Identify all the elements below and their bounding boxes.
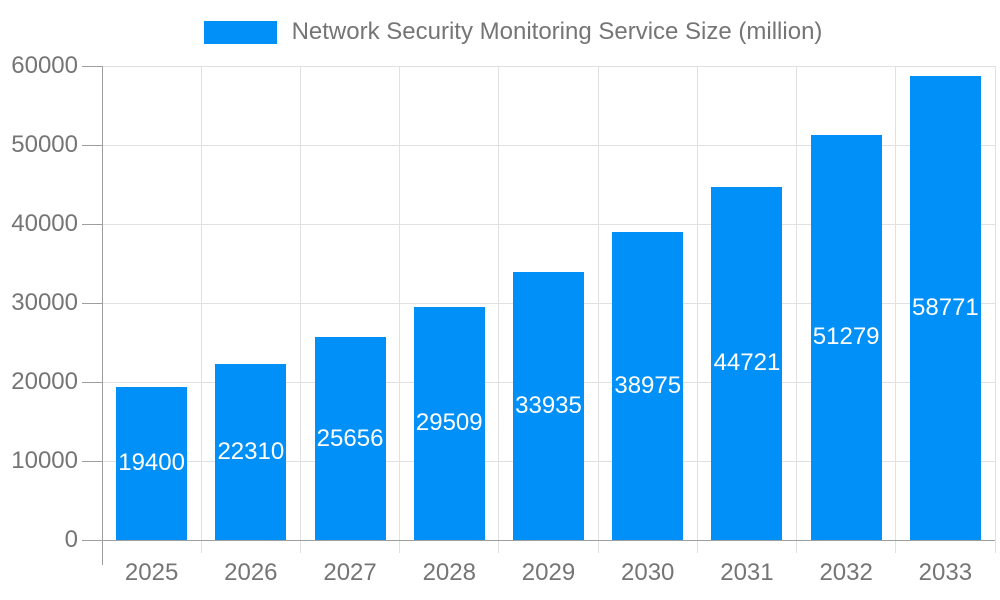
h-gridline (102, 144, 995, 146)
x-axis-line (102, 539, 995, 541)
x-axis-label-2026: 2026 (224, 559, 278, 586)
x-axis-label-2027: 2027 (323, 559, 377, 586)
x-axis-label-2031: 2031 (720, 559, 774, 586)
bar-2032: 51279 (810, 134, 882, 540)
y-tick-label: 0 (64, 526, 78, 553)
bar-value-label: 51279 (812, 323, 880, 351)
y-tick-mark (82, 381, 102, 383)
y-tick-label: 30000 (11, 289, 78, 316)
bar-value-label: 33935 (515, 391, 582, 419)
legend-swatch (203, 20, 277, 44)
x-axis-label-2029: 2029 (521, 559, 576, 586)
y-tick-label: 40000 (11, 210, 78, 237)
y-axis-line (101, 66, 103, 565)
legend-label: Network Security Monitoring Service Size… (291, 18, 823, 45)
y-tick-mark (82, 223, 102, 225)
bar-2028: 29509 (413, 306, 485, 540)
h-gridline (102, 223, 995, 225)
bar-value-label: 29509 (415, 409, 483, 437)
x-axis-label-2025: 2025 (124, 559, 179, 586)
v-gridline (796, 66, 798, 553)
x-axis-label-2033: 2033 (918, 559, 973, 586)
v-gridline (994, 66, 996, 553)
bar-value-label: 19400 (118, 449, 185, 477)
bar-2030: 38975 (612, 232, 684, 540)
y-tick-mark (82, 460, 102, 462)
v-gridline (696, 66, 698, 553)
y-tick-mark (82, 65, 102, 67)
bar-2025: 19400 (116, 386, 188, 540)
bar-2031: 44721 (711, 186, 783, 540)
h-gridline (102, 65, 995, 67)
v-gridline (399, 66, 401, 553)
bar-2026: 22310 (215, 363, 287, 540)
v-gridline (895, 66, 897, 553)
y-tick-label: 60000 (11, 52, 78, 79)
bar-2027: 25656 (314, 337, 386, 540)
x-axis-label-2028: 2028 (422, 559, 476, 586)
y-tick-mark (82, 539, 102, 541)
bar-value-label: 25656 (316, 424, 384, 452)
y-tick-mark (82, 144, 102, 146)
bar-value-label: 22310 (217, 437, 285, 465)
y-tick-mark (82, 302, 102, 304)
y-tick-label: 50000 (11, 131, 78, 158)
x-axis-label-2030: 2030 (621, 559, 675, 586)
bar-value-label: 58771 (912, 293, 979, 321)
v-gridline (299, 66, 301, 553)
x-axis-label-2032: 2032 (819, 559, 873, 586)
bar-2033: 58771 (909, 75, 981, 540)
chart-legend: Network Security Monitoring Service Size… (0, 18, 1000, 46)
bar-2029: 33935 (513, 271, 584, 540)
v-gridline (597, 66, 599, 553)
bar-value-label: 38975 (614, 372, 682, 400)
y-tick-label: 10000 (11, 447, 78, 474)
bar-value-label: 44721 (713, 349, 781, 377)
v-gridline (200, 66, 202, 553)
y-tick-label: 20000 (11, 368, 78, 395)
v-gridline (498, 66, 500, 553)
